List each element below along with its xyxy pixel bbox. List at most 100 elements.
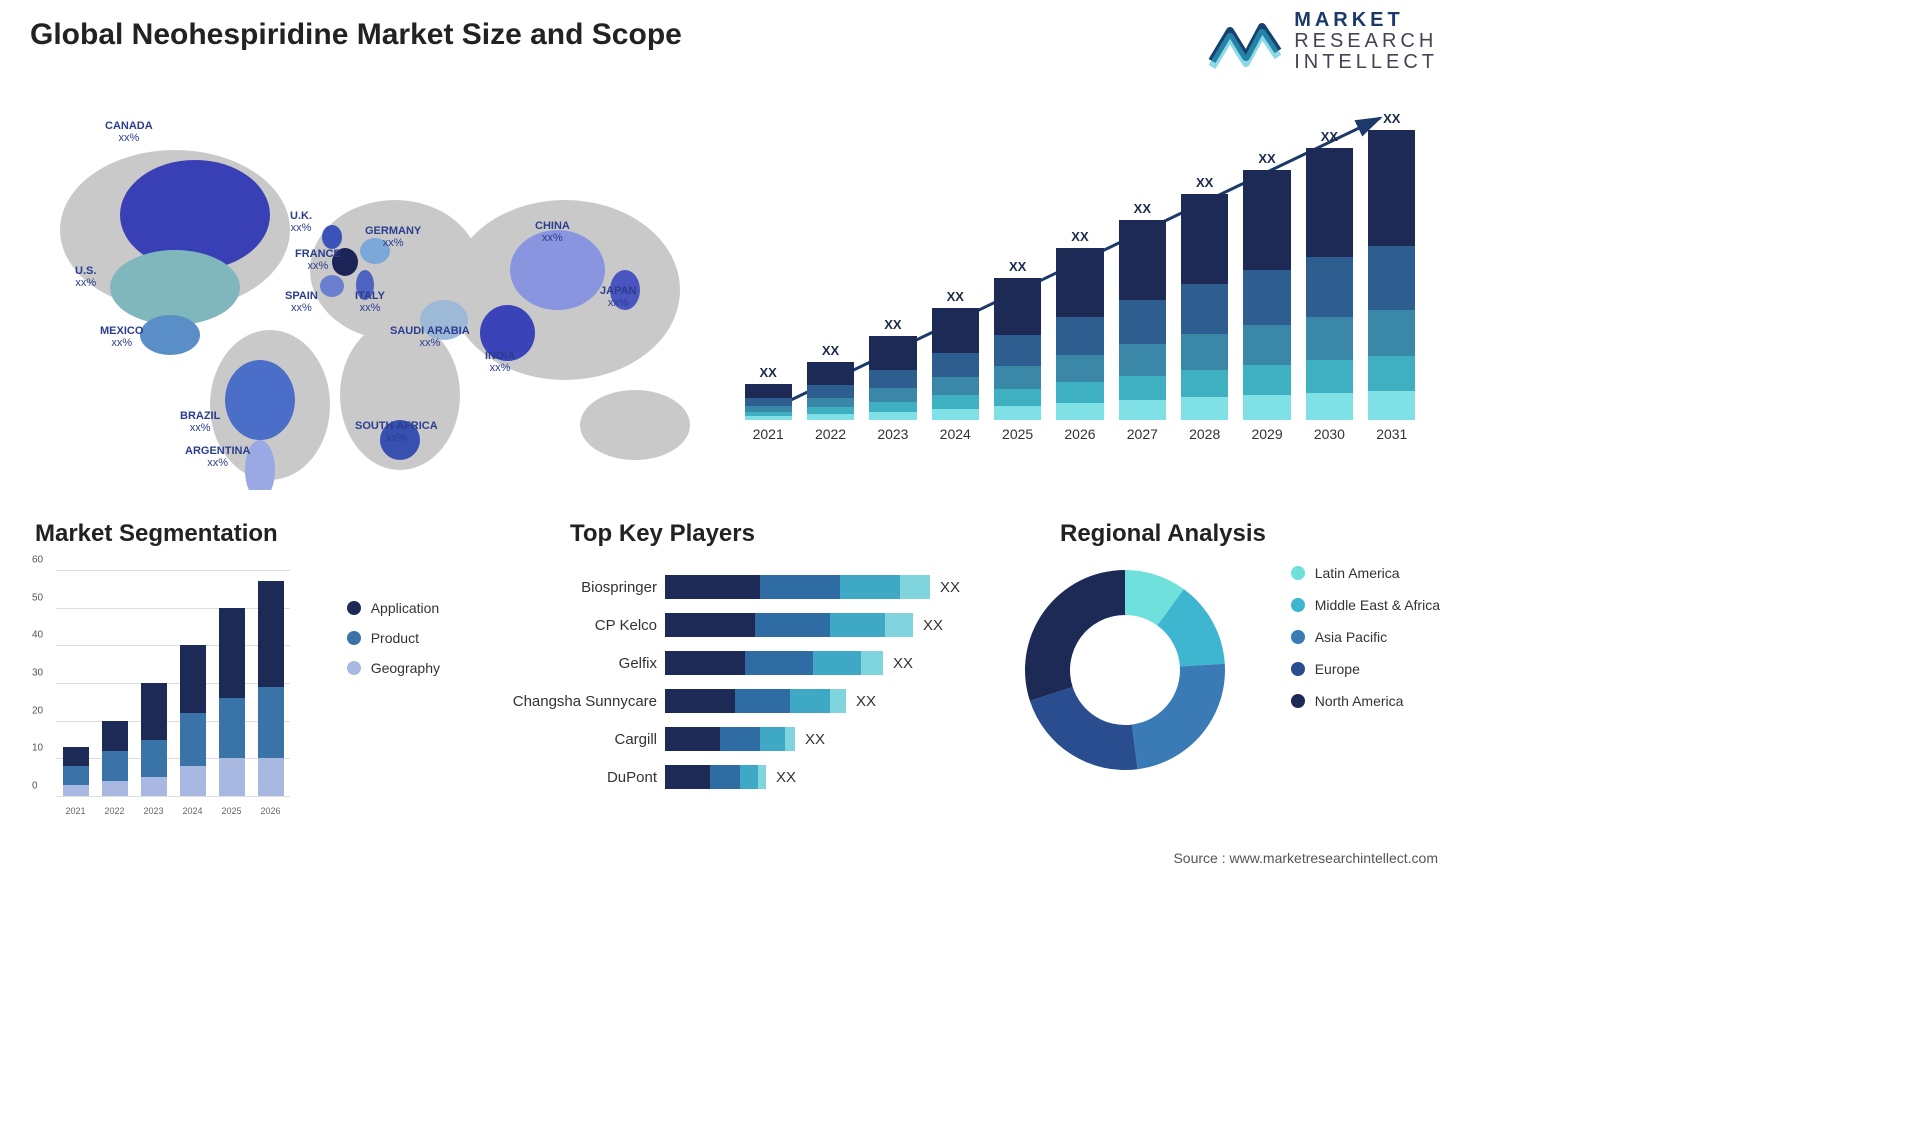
seg-year-label: 2021: [65, 806, 85, 816]
seg-bar: [63, 747, 89, 796]
bar-year-label: 2031: [1376, 426, 1407, 442]
legend-item: Latin America: [1291, 565, 1440, 581]
legend-swatch: [1291, 662, 1305, 676]
seg-bar: [180, 645, 206, 796]
logo-text-2: RESEARCH: [1294, 31, 1438, 52]
legend-label: Product: [371, 630, 419, 646]
key-player-row: CP Kelco XX: [500, 608, 960, 642]
key-player-row: DuPontXX: [500, 760, 960, 794]
legend-item: Application: [347, 600, 440, 616]
legend-item: Product: [347, 630, 440, 646]
key-player-value: XX: [856, 693, 876, 710]
growth-bar: XX2027: [1114, 201, 1170, 442]
logo-icon: [1208, 13, 1282, 71]
legend-label: Middle East & Africa: [1315, 597, 1440, 613]
map-label: MEXICOxx%: [100, 325, 143, 349]
key-player-bar: [665, 765, 766, 789]
key-player-bar: [665, 575, 930, 599]
seg-y-tick: 0: [32, 781, 38, 792]
key-player-name: Changsha Sunnycare: [500, 693, 665, 710]
key-player-bar: [665, 727, 795, 751]
legend-item: Asia Pacific: [1291, 629, 1440, 645]
legend-swatch: [1291, 630, 1305, 644]
growth-bar: XX2024: [927, 289, 983, 442]
logo-text-1: MARKET: [1294, 10, 1438, 31]
seg-y-tick: 10: [32, 743, 43, 754]
key-player-row: Changsha Sunnycare XX: [500, 684, 960, 718]
legend-label: Geography: [371, 660, 440, 676]
map-label: SAUDI ARABIAxx%: [390, 325, 470, 349]
key-player-bar: [665, 613, 913, 637]
growth-bar: XX2030: [1301, 129, 1357, 442]
seg-year-label: 2022: [104, 806, 124, 816]
bar-value-label: XX: [1134, 201, 1151, 216]
donut-chart-svg: [1010, 555, 1240, 785]
bar-value-label: XX: [884, 317, 901, 332]
seg-bar: [102, 721, 128, 796]
legend-swatch: [1291, 566, 1305, 580]
seg-year-label: 2024: [182, 806, 202, 816]
bar-value-label: XX: [947, 289, 964, 304]
seg-year-label: 2026: [260, 806, 280, 816]
key-player-value: XX: [805, 731, 825, 748]
legend-item: Europe: [1291, 661, 1440, 677]
growth-bar: XX2023: [865, 317, 921, 442]
legend-swatch: [347, 631, 361, 645]
bar-value-label: XX: [822, 343, 839, 358]
legend-item: Middle East & Africa: [1291, 597, 1440, 613]
world-map: CANADAxx%U.S.xx%MEXICOxx%BRAZILxx%ARGENT…: [20, 90, 700, 490]
map-label: ITALYxx%: [355, 290, 385, 314]
key-player-value: XX: [923, 617, 943, 634]
map-label: FRANCExx%: [295, 248, 341, 272]
source-text: Source : www.marketresearchintellect.com: [1173, 850, 1438, 866]
map-label: INDIAxx%: [485, 350, 515, 374]
key-player-name: Biospringer: [500, 579, 665, 596]
growth-bar: XX2029: [1239, 151, 1295, 442]
growth-bar-chart: XX2021XX2022XX2023XX2024XX2025XX2026XX20…: [740, 100, 1420, 470]
map-label: ARGENTINAxx%: [185, 445, 250, 469]
donut-slice: [1030, 687, 1138, 770]
seg-bar: [219, 608, 245, 796]
key-player-row: CargillXX: [500, 722, 960, 756]
segmentation-chart: ApplicationProductGeography 010203040506…: [30, 560, 450, 820]
bar-year-label: 2030: [1314, 426, 1345, 442]
growth-bar: XX 2031: [1364, 111, 1420, 442]
map-label: GERMANYxx%: [365, 225, 421, 249]
bar-value-label: XX: [760, 365, 777, 380]
key-player-name: CP Kelco: [500, 617, 665, 634]
legend-swatch: [347, 661, 361, 675]
key-player-name: Gelfix: [500, 655, 665, 672]
legend-swatch: [347, 601, 361, 615]
regional-donut: Latin America Middle East & Africa Asia Pa…: [1010, 555, 1440, 815]
page-title: Global Neohespiridine Market Size and Sc…: [30, 18, 682, 52]
map-label: U.K.xx%: [290, 210, 312, 234]
seg-y-tick: 50: [32, 592, 43, 603]
key-players-title: Top Key Players: [570, 520, 755, 548]
bar-value-label: XX: [1071, 229, 1088, 244]
legend-item: North America: [1291, 693, 1440, 709]
key-player-row: GelfixXX: [500, 646, 960, 680]
bar-value-label: XX: [1196, 175, 1213, 190]
key-player-value: XX: [776, 769, 796, 786]
segmentation-title: Market Segmentation: [35, 520, 278, 548]
growth-bar: XX2021: [740, 365, 796, 442]
regional-title: Regional Analysis: [1060, 520, 1266, 548]
legend-item: Geography: [347, 660, 440, 676]
seg-bar: [141, 683, 167, 796]
donut-slice: [1025, 570, 1125, 701]
key-players-chart: BiospringerXXCP KelcoXXGelfixXXChangsha …: [500, 570, 960, 820]
map-label: JAPANxx%: [600, 285, 636, 309]
map-label: SPAINxx%: [285, 290, 318, 314]
key-player-bar: [665, 689, 846, 713]
legend-swatch: [1291, 694, 1305, 708]
bar-value-label: XX: [1383, 111, 1400, 126]
growth-bar: XX2022: [802, 343, 858, 442]
growth-bar: XX2025: [989, 259, 1045, 442]
donut-slice: [1132, 664, 1225, 769]
legend-label: Latin America: [1315, 565, 1400, 581]
seg-y-tick: 30: [32, 668, 43, 679]
seg-year-label: 2025: [221, 806, 241, 816]
legend-label: Asia Pacific: [1315, 629, 1387, 645]
brand-logo: MARKET RESEARCH INTELLECT: [1208, 10, 1438, 73]
logo-text-3: INTELLECT: [1294, 52, 1438, 73]
